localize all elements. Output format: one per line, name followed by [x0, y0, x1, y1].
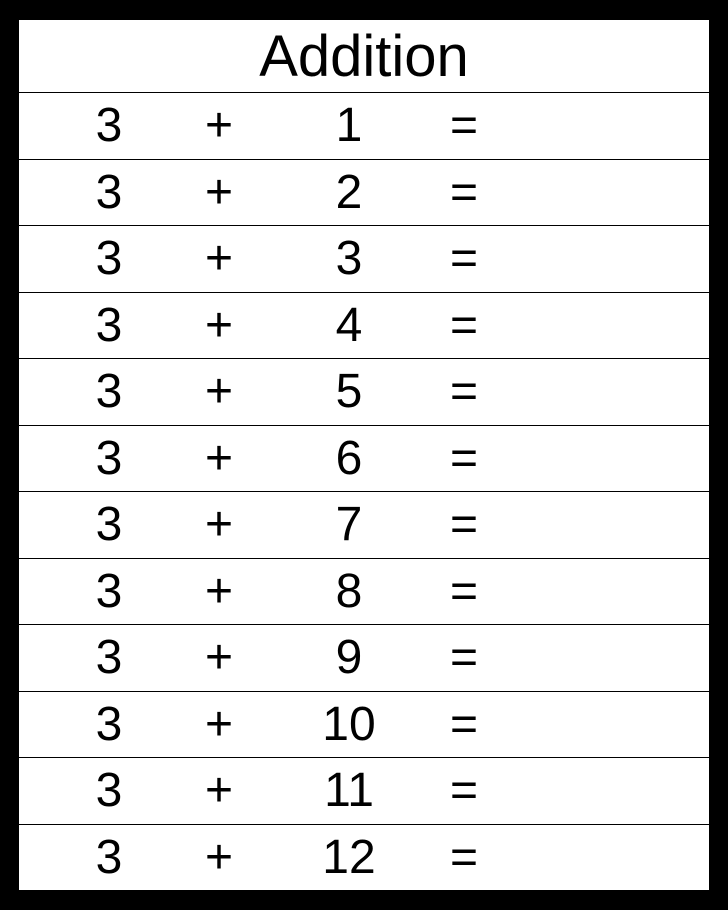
operand1: 3 [69, 165, 149, 220]
operator: + [149, 98, 289, 153]
operand2: 8 [289, 564, 409, 619]
addition-worksheet: Addition 3+1=3+2=3+3=3+4=3+5=3+6=3+7=3+8… [19, 20, 709, 890]
equals: = [409, 431, 519, 486]
table-row: 3+10= [19, 692, 709, 759]
operand1: 3 [69, 697, 149, 752]
table-row: 3+5= [19, 359, 709, 426]
table-row: 3+8= [19, 559, 709, 626]
operand2: 12 [289, 830, 409, 885]
operand2: 4 [289, 298, 409, 353]
operand1: 3 [69, 431, 149, 486]
operand1: 3 [69, 298, 149, 353]
table-row: 3+3= [19, 226, 709, 293]
operator: + [149, 830, 289, 885]
operator: + [149, 431, 289, 486]
operator: + [149, 697, 289, 752]
operand1: 3 [69, 98, 149, 153]
operator: + [149, 630, 289, 685]
equals: = [409, 697, 519, 752]
equals: = [409, 630, 519, 685]
operator: + [149, 298, 289, 353]
operand2: 5 [289, 364, 409, 419]
table-row: 3+9= [19, 625, 709, 692]
operand1: 3 [69, 830, 149, 885]
table-row: 3+12= [19, 825, 709, 891]
operand2: 1 [289, 98, 409, 153]
table-row: 3+4= [19, 293, 709, 360]
equals: = [409, 165, 519, 220]
operand1: 3 [69, 630, 149, 685]
operand2: 9 [289, 630, 409, 685]
equals: = [409, 298, 519, 353]
operand1: 3 [69, 364, 149, 419]
table-row: 3+2= [19, 160, 709, 227]
operator: + [149, 763, 289, 818]
operator: + [149, 165, 289, 220]
operand2: 7 [289, 497, 409, 552]
worksheet-title: Addition [19, 20, 709, 93]
equals: = [409, 763, 519, 818]
equals: = [409, 564, 519, 619]
equals: = [409, 830, 519, 885]
equals: = [409, 364, 519, 419]
operand2: 3 [289, 231, 409, 286]
operand2: 11 [289, 763, 409, 818]
operator: + [149, 564, 289, 619]
operand2: 2 [289, 165, 409, 220]
operand2: 6 [289, 431, 409, 486]
table-row: 3+1= [19, 93, 709, 160]
operand1: 3 [69, 497, 149, 552]
equals: = [409, 231, 519, 286]
operator: + [149, 497, 289, 552]
table-row: 3+7= [19, 492, 709, 559]
table-row: 3+6= [19, 426, 709, 493]
operator: + [149, 364, 289, 419]
operand1: 3 [69, 231, 149, 286]
equals: = [409, 497, 519, 552]
operand1: 3 [69, 763, 149, 818]
worksheet-rows: 3+1=3+2=3+3=3+4=3+5=3+6=3+7=3+8=3+9=3+10… [19, 93, 709, 890]
table-row: 3+11= [19, 758, 709, 825]
operator: + [149, 231, 289, 286]
operand1: 3 [69, 564, 149, 619]
equals: = [409, 98, 519, 153]
operand2: 10 [289, 697, 409, 752]
